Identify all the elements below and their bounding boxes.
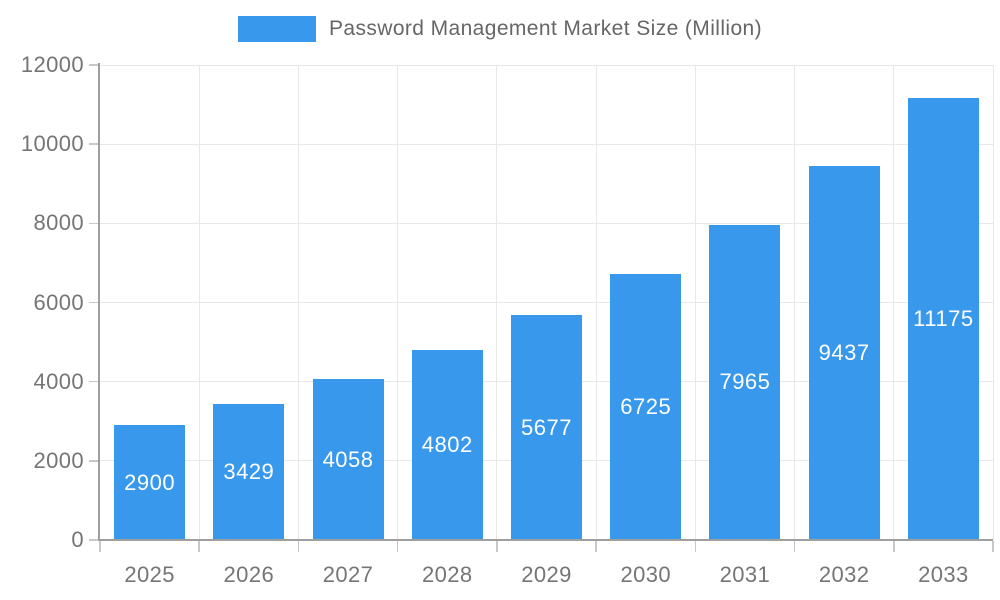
legend-swatch-icon [237,16,316,42]
x-tick-label: 2027 [322,562,374,587]
bar-value-label: 4802 [421,431,473,457]
x-tick-label: 2025 [124,562,175,587]
bar-value-label: 6725 [620,393,672,419]
y-tick [89,64,100,66]
bar-value-label: 7965 [719,369,771,395]
x-tick-label: 2028 [421,562,473,587]
x-gridline [397,65,399,540]
x-tick [595,541,597,552]
x-tick-label: 2033 [918,562,969,587]
x-gridline [992,65,994,540]
bar-2029[interactable]: 5677 [511,315,582,540]
x-tick [893,541,895,552]
y-tick [89,301,100,304]
x-gridline [794,65,796,540]
x-tick [297,541,300,552]
x-gridline [694,65,696,540]
x-tick-label: 2030 [620,562,671,587]
legend: Password Management Market Size (Million… [0,16,1000,42]
x-tick-label: 2032 [818,562,870,587]
bar-value-label: 9437 [818,340,870,366]
y-tick [89,222,100,225]
x-tick [992,541,994,552]
y-axis-line [98,63,100,540]
y-gridline [100,143,993,145]
y-tick-label: 0 [71,527,84,552]
bar-value-label: 4058 [322,446,374,472]
x-tick [198,541,200,552]
y-tick-label: 12000 [20,52,84,77]
x-tick [396,541,399,552]
y-tick [89,380,100,383]
bar-value-label: 5677 [521,414,572,440]
y-tick [89,539,100,541]
bar-2027[interactable]: 4058 [312,379,384,540]
x-tick [496,541,498,552]
x-gridline [297,65,299,540]
bar-value-label: 3429 [223,459,275,485]
x-axis-line [98,539,993,541]
y-tick-label: 4000 [33,368,84,394]
bar-value-label: 11175 [913,305,974,331]
y-tick-label: 2000 [33,447,84,473]
legend-label: Password Management Market Size (Million… [328,17,763,40]
x-tick [793,541,796,552]
bar-2026[interactable]: 3429 [213,404,285,540]
bar-value-label: 2900 [124,469,176,495]
x-gridline [893,65,895,540]
y-gridline [100,222,993,224]
bar-2032[interactable]: 9437 [808,166,880,540]
bar-2028[interactable]: 4802 [411,349,483,540]
y-gridline [100,302,993,303]
x-gridline [198,65,200,540]
x-tick [694,541,697,552]
x-tick-label: 2031 [719,562,771,587]
bar-2030[interactable]: 6725 [610,273,682,540]
bar-2031[interactable]: 7965 [709,224,781,540]
bar-2025[interactable]: 2900 [114,425,186,540]
legend-item[interactable]: Password Management Market Size (Million… [237,16,763,42]
y-tick [89,460,100,462]
y-tick [89,143,100,145]
y-tick-label: 10000 [20,131,84,157]
x-gridline [496,65,498,540]
bar-2033[interactable]: 11175 [907,97,979,540]
y-tick-label: 8000 [33,210,84,236]
x-tick-label: 2026 [223,562,275,587]
y-gridline [100,64,993,66]
x-tick-label: 2029 [521,562,572,587]
y-tick-label: 6000 [33,289,84,315]
x-tick [99,541,101,552]
x-gridline [595,65,597,540]
